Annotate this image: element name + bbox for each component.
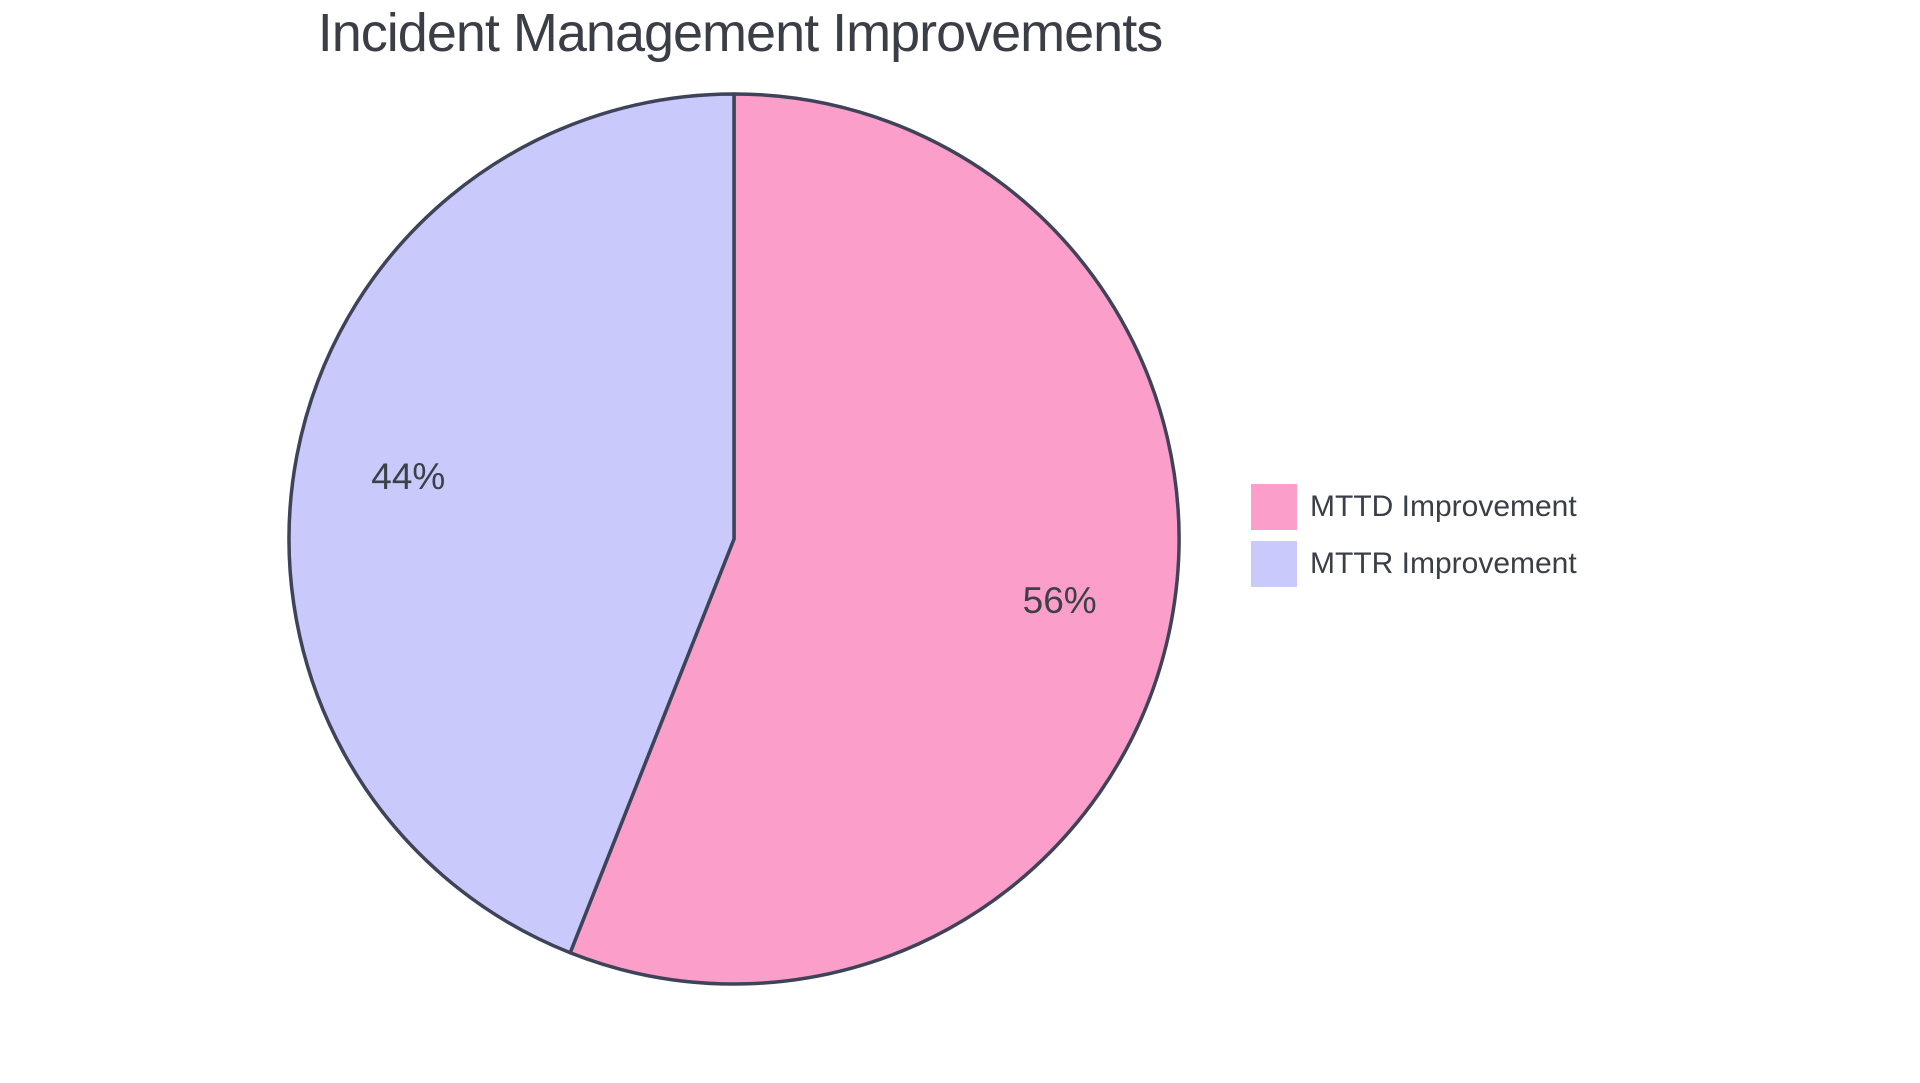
- pie-slice-mttd-improvement[interactable]: [568, 92, 1181, 986]
- legend-label-mttd: MTTD Improvement: [1310, 490, 1577, 523]
- legend: MTTD Improvement MTTR Improvement: [1251, 484, 1577, 598]
- legend-item-mttd[interactable]: MTTD Improvement: [1251, 484, 1577, 530]
- chart-title: Incident Management Improvements: [317, 3, 1163, 63]
- legend-label-mttr: MTTR Improvement: [1310, 547, 1577, 580]
- pie-percent-label-mttd: 56%: [1023, 580, 1097, 621]
- pie-percent-label-mttr: 44%: [371, 456, 445, 497]
- legend-item-mttr[interactable]: MTTR Improvement: [1251, 541, 1577, 587]
- pie-slice-mttr-improvement[interactable]: [287, 92, 736, 955]
- legend-swatch-mttr: [1251, 541, 1297, 587]
- legend-swatch-mttd: [1251, 484, 1297, 530]
